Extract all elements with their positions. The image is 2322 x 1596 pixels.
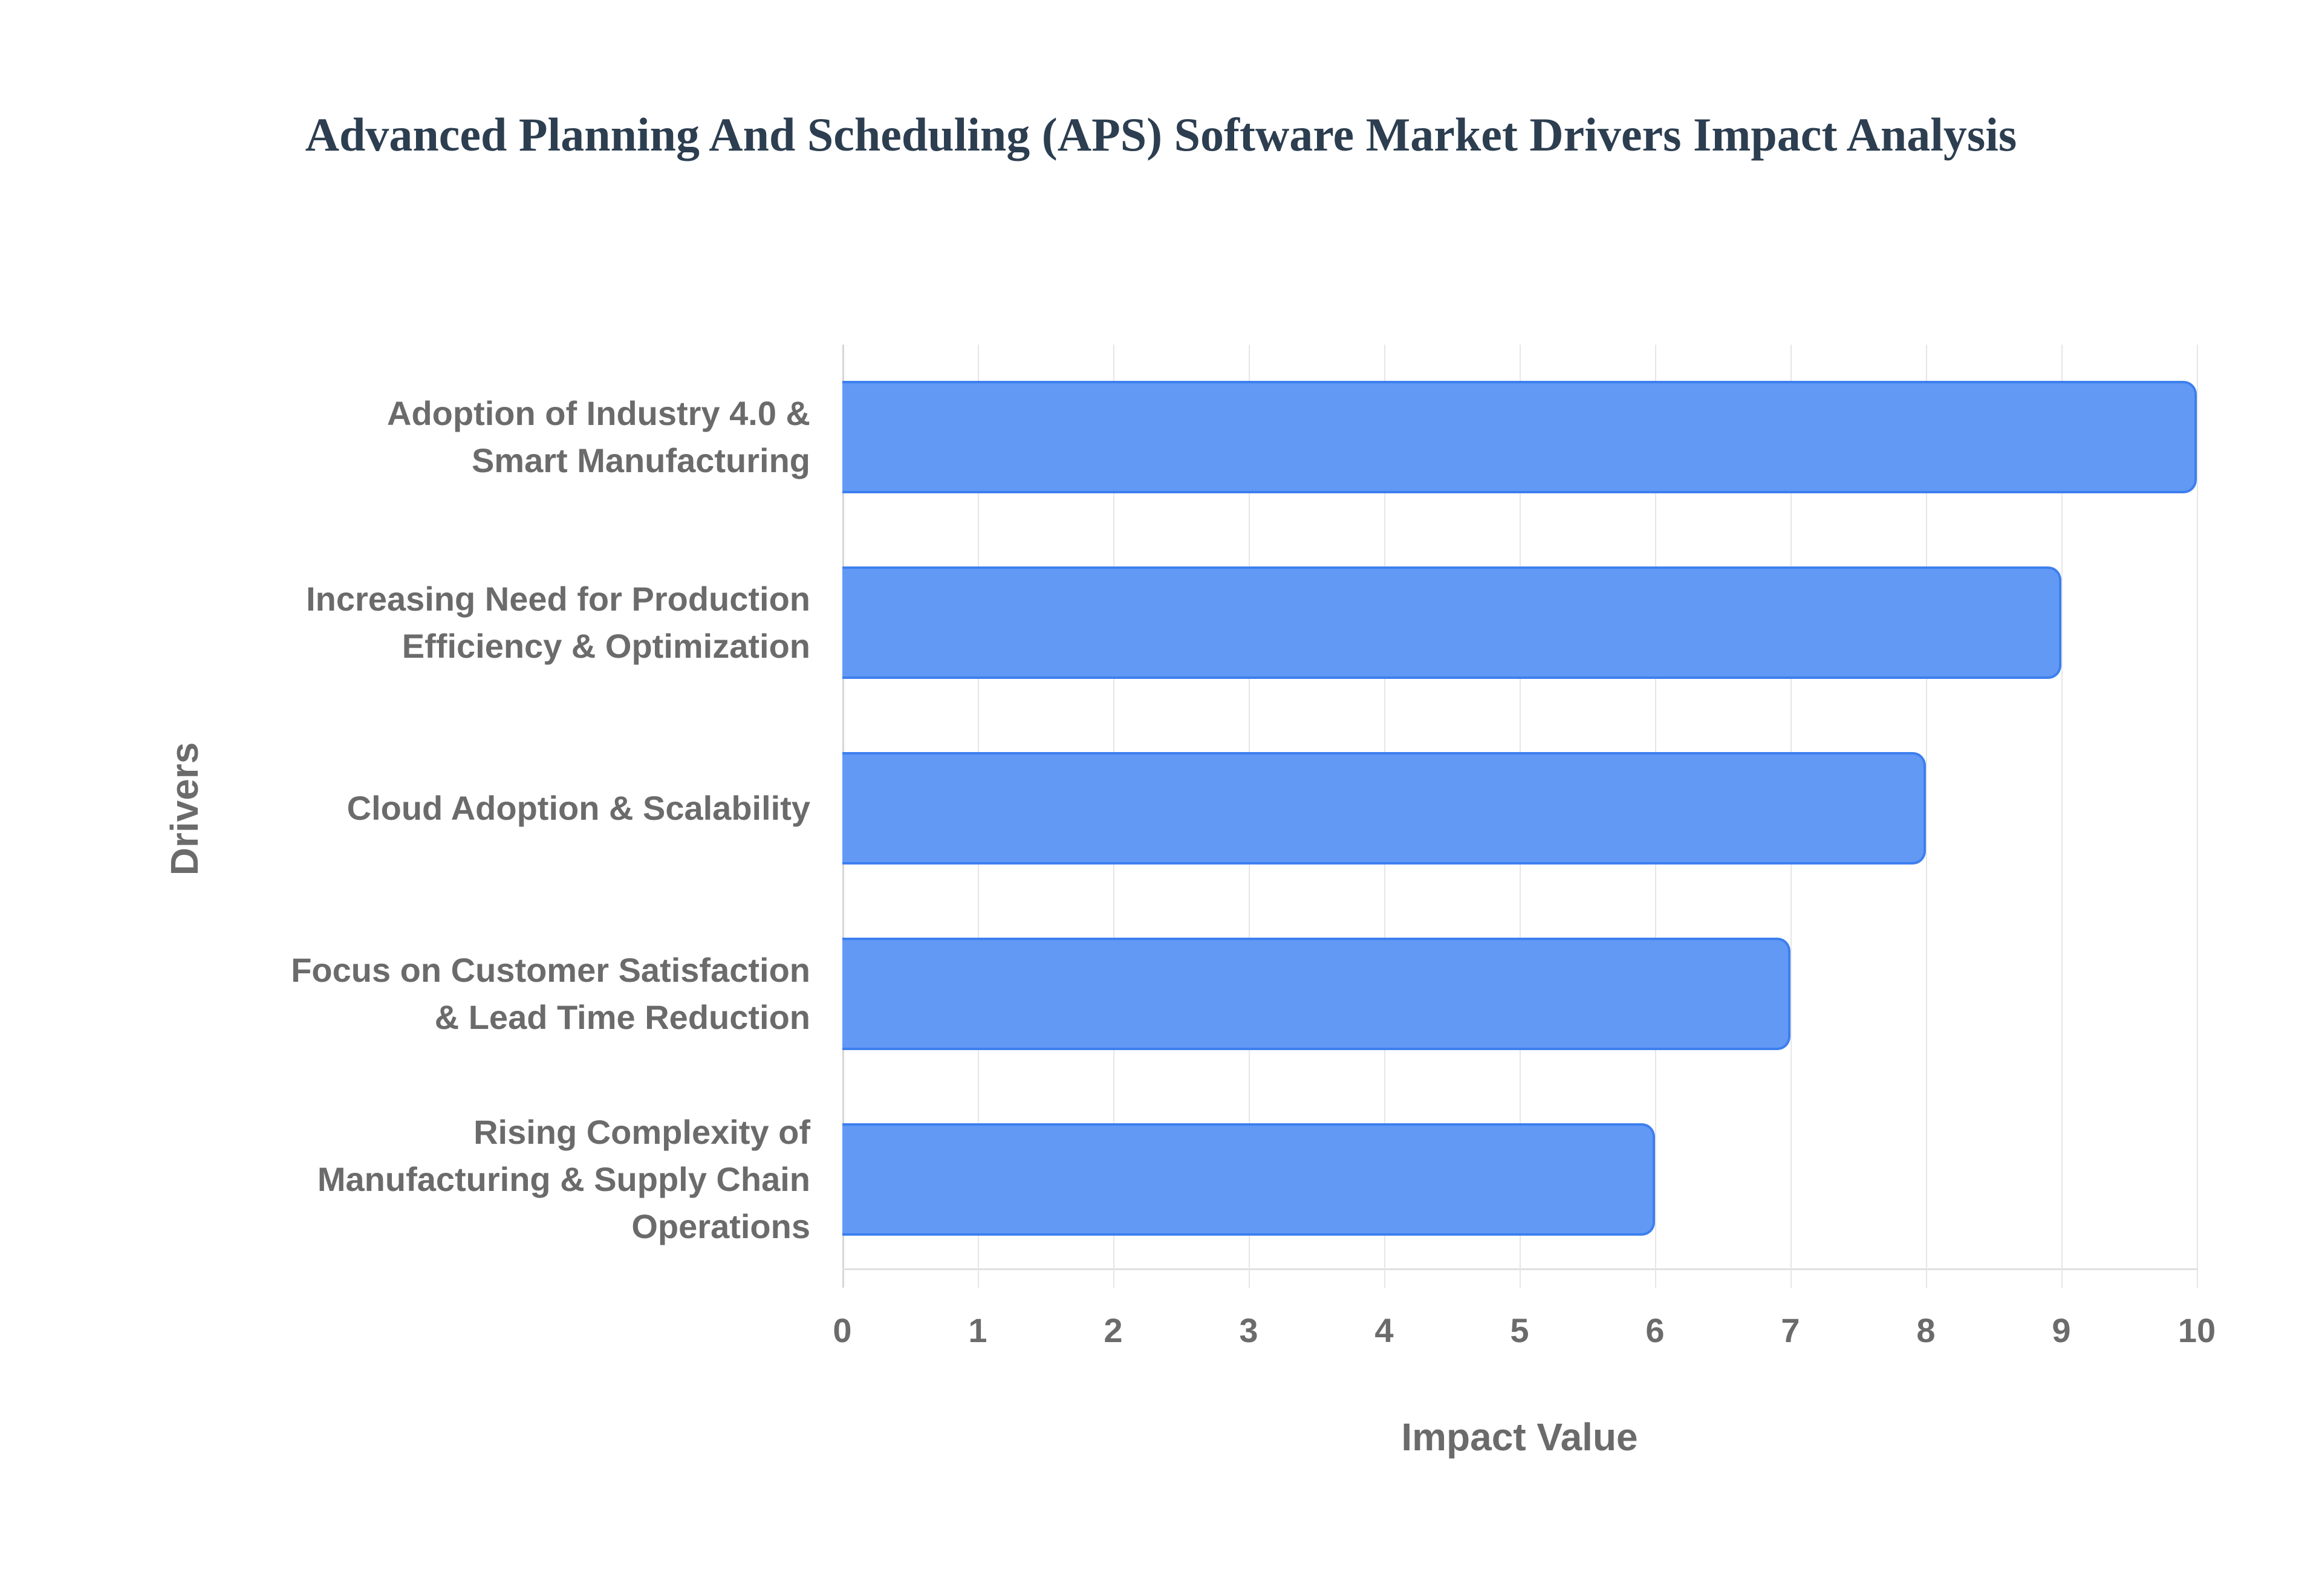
category-label-line: Efficiency & Optimization: [402, 627, 810, 665]
x-axis-label: Impact Value: [1401, 1415, 1638, 1459]
bar[interactable]: [842, 381, 2197, 493]
bar[interactable]: [842, 566, 2061, 679]
category-label: Cloud Adoption & Scalability: [206, 785, 810, 832]
x-tick-label: 8: [1916, 1311, 1936, 1349]
category-label-line: Rising Complexity of: [473, 1113, 810, 1151]
category-label-line: Increasing Need for Production: [306, 580, 810, 618]
bar[interactable]: [842, 752, 1926, 864]
bar[interactable]: [842, 938, 1790, 1050]
bar[interactable]: [842, 1123, 1655, 1236]
category-label: Adoption of Industry 4.0 & Smart Manufact…: [206, 390, 810, 484]
x-tick-label: 4: [1374, 1311, 1394, 1349]
x-tick-label: 7: [1781, 1311, 1800, 1349]
x-tick-label: 0: [833, 1311, 852, 1349]
chart-title: Advanced Planning And Scheduling (APS) S…: [305, 108, 2017, 161]
x-tick-label: 6: [1645, 1311, 1665, 1349]
x-tick-label: 1: [968, 1311, 987, 1349]
category-label-line: Manufacturing & Supply Chain: [317, 1160, 810, 1198]
x-tick-label: 3: [1239, 1311, 1258, 1349]
category-label-line: Operations: [631, 1207, 810, 1245]
category-label-line: Cloud Adoption & Scalability: [346, 789, 810, 827]
gridline: [2197, 345, 2198, 1288]
category-label-line: Focus on Customer Satisfaction: [291, 951, 810, 989]
x-tick-label: 5: [1510, 1311, 1529, 1349]
x-tick-label: 10: [2177, 1311, 2216, 1349]
x-tick-label: 9: [2052, 1311, 2071, 1349]
category-label: Rising Complexity of Manufacturing & Supp…: [206, 1109, 810, 1250]
category-label-line: Adoption of Industry 4.0 &: [387, 394, 810, 432]
y-axis-label: Drivers: [163, 742, 206, 876]
x-tick-label: 2: [1104, 1311, 1123, 1349]
category-label: Increasing Need for Production Efficiency…: [206, 576, 810, 670]
plot-area: [842, 345, 2198, 1288]
gridline: [2061, 345, 2063, 1288]
gridline: [1926, 345, 1927, 1288]
category-label-line: Smart Manufacturing: [471, 441, 810, 479]
category-label: Focus on Customer Satisfaction & Lead Tim…: [206, 947, 810, 1041]
category-label-line: & Lead Time Reduction: [434, 998, 810, 1036]
